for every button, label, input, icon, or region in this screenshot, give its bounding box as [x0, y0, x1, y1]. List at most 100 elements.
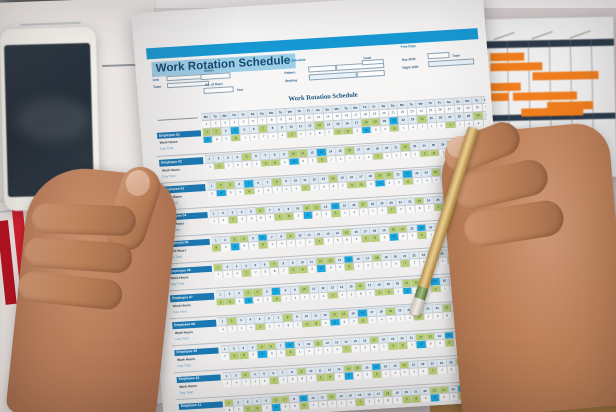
schedule-cell[interactable]: 3: [334, 373, 345, 381]
schedule-cell[interactable]: 2: [265, 322, 276, 330]
schedule-cell[interactable]: 8: [225, 407, 235, 412]
schedule-cell[interactable]: 6: [403, 178, 414, 186]
schedule-cell[interactable]: 6: [303, 211, 314, 219]
schedule-cell[interactable]: 2: [296, 130, 307, 138]
schedule-cell[interactable]: 7: [355, 399, 366, 407]
schedule-cell[interactable]: 2: [293, 321, 304, 329]
schedule-cell[interactable]: 3: [393, 287, 404, 295]
schedule-cell[interactable]: 5: [230, 352, 240, 360]
schedule-cell[interactable]: 4: [260, 377, 271, 385]
schedule-cell[interactable]: 2: [424, 204, 435, 212]
schedule-cell[interactable]: 1: [368, 207, 379, 215]
schedule-cell[interactable]: 8: [270, 268, 281, 276]
schedule-cell[interactable]: 5: [261, 159, 272, 167]
schedule-cell[interactable]: 3: [380, 125, 391, 133]
schedule-cell[interactable]: 4: [418, 367, 429, 376]
schedule-cell[interactable]: 2: [310, 183, 321, 192]
schedule-cell[interactable]: 4: [391, 260, 402, 268]
schedule-cell[interactable]: 7: [301, 184, 311, 192]
schedule-cell[interactable]: 8: [411, 395, 422, 403]
schedule-cell[interactable]: 2: [237, 215, 248, 223]
schedule-cell[interactable]: 6: [230, 243, 241, 251]
schedule-cell[interactable]: 9: [312, 211, 323, 219]
schedule-cell[interactable]: 3: [308, 156, 319, 164]
schedule-cell[interactable]: 5: [260, 268, 271, 276]
schedule-cell[interactable]: 4: [336, 155, 347, 163]
schedule-cell[interactable]: 6: [299, 402, 310, 410]
schedule-cell[interactable]: 1: [309, 401, 319, 410]
schedule-cell[interactable]: 4: [408, 123, 419, 131]
schedule-cell[interactable]: 8: [284, 212, 295, 220]
schedule-cell[interactable]: 2: [265, 213, 276, 222]
schedule-cell[interactable]: 3: [293, 212, 304, 220]
schedule-cell[interactable]: 4: [318, 401, 329, 409]
schedule-cell[interactable]: 4: [277, 131, 288, 139]
schedule-cell[interactable]: 1: [222, 379, 233, 388]
schedule-cell[interactable]: 3: [321, 210, 332, 218]
schedule-cell[interactable]: 4: [291, 185, 302, 193]
employee-name-chip[interactable]: Employee 01: [156, 130, 202, 140]
schedule-cell[interactable]: 1: [354, 262, 365, 271]
schedule-cell[interactable]: 1: [399, 124, 410, 132]
schedule-cell[interactable]: 2: [234, 406, 245, 412]
schedule-cell[interactable]: 4: [219, 216, 229, 224]
schedule-cell[interactable]: 6: [417, 231, 428, 239]
schedule-cell[interactable]: 3: [249, 242, 260, 250]
schedule-cell[interactable]: 7: [314, 347, 324, 355]
schedule-cell[interactable]: 8: [342, 236, 353, 244]
schedule-cell[interactable]: 1: [281, 294, 292, 302]
schedule-cell[interactable]: 7: [287, 130, 298, 139]
schedule-cell[interactable]: 8: [298, 266, 309, 274]
schedule-cell[interactable]: 9: [281, 403, 291, 411]
schedule-cell[interactable]: 4: [436, 121, 447, 129]
schedule-cell[interactable]: 5: [402, 396, 413, 404]
schedule-cell[interactable]: 3: [221, 134, 232, 143]
schedule-cell[interactable]: 8: [356, 290, 367, 298]
schedule-cell[interactable]: 3: [408, 232, 418, 240]
schedule-cell[interactable]: 7: [400, 260, 411, 268]
schedule-cell[interactable]: 6: [330, 318, 341, 326]
schedule-cell[interactable]: 8: [343, 127, 354, 135]
schedule-cell[interactable]: 2: [438, 257, 449, 265]
schedule-cell[interactable]: 4: [346, 399, 357, 407]
schedule-cell[interactable]: 2: [251, 269, 262, 277]
schedule-cell[interactable]: 6: [244, 296, 255, 305]
schedule-cell[interactable]: 2: [437, 366, 448, 374]
schedule-cell[interactable]: 8: [429, 149, 440, 157]
schedule-cell[interactable]: 4: [291, 294, 301, 302]
schedule-cell[interactable]: 9: [326, 264, 337, 272]
schedule-cell[interactable]: 7: [372, 261, 383, 269]
schedule-cell[interactable]: 3: [276, 349, 287, 357]
schedule-cell[interactable]: 7: [342, 345, 352, 353]
schedule-cell[interactable]: 9: [385, 179, 395, 187]
schedule-cell[interactable]: 4: [249, 133, 260, 141]
schedule-cell[interactable]: 4: [205, 163, 216, 171]
schedule-cell[interactable]: 5: [447, 366, 457, 374]
schedule-cell[interactable]: 3: [262, 404, 273, 412]
schedule-cell[interactable]: 3: [407, 341, 418, 349]
schedule-cell[interactable]: 4: [218, 325, 229, 333]
schedule-cell[interactable]: 2: [279, 267, 290, 275]
schedule-cell[interactable]: 3: [421, 395, 432, 403]
schedule-cell[interactable]: 7: [345, 154, 356, 162]
schedule-cell[interactable]: 1: [254, 187, 265, 195]
schedule-cell[interactable]: 5: [274, 322, 285, 330]
schedule-cell[interactable]: 5: [433, 312, 444, 320]
schedule-cell[interactable]: 9: [398, 232, 409, 241]
schedule-cell[interactable]: 7: [328, 291, 339, 299]
schedule-cell[interactable]: 5: [275, 213, 286, 221]
schedule-cell[interactable]: 8: [283, 321, 294, 329]
schedule-cell[interactable]: 5: [420, 149, 431, 158]
schedule-cell[interactable]: 2: [351, 344, 362, 352]
schedule-cell[interactable]: 8: [401, 151, 412, 159]
schedule-cell[interactable]: 1: [427, 122, 438, 130]
schedule-cell[interactable]: 1: [337, 400, 347, 408]
employee-name-chip[interactable]: Employee 10: [176, 374, 221, 384]
schedule-cell[interactable]: 5: [375, 288, 385, 297]
schedule-cell[interactable]: 3: [235, 188, 246, 196]
schedule-cell[interactable]: 6: [344, 372, 355, 380]
schedule-cell[interactable]: 4: [377, 315, 388, 324]
schedule-cell[interactable]: 1: [323, 346, 334, 354]
schedule-cell[interactable]: 5: [333, 236, 344, 245]
schedule-cell[interactable]: 8: [315, 129, 326, 137]
